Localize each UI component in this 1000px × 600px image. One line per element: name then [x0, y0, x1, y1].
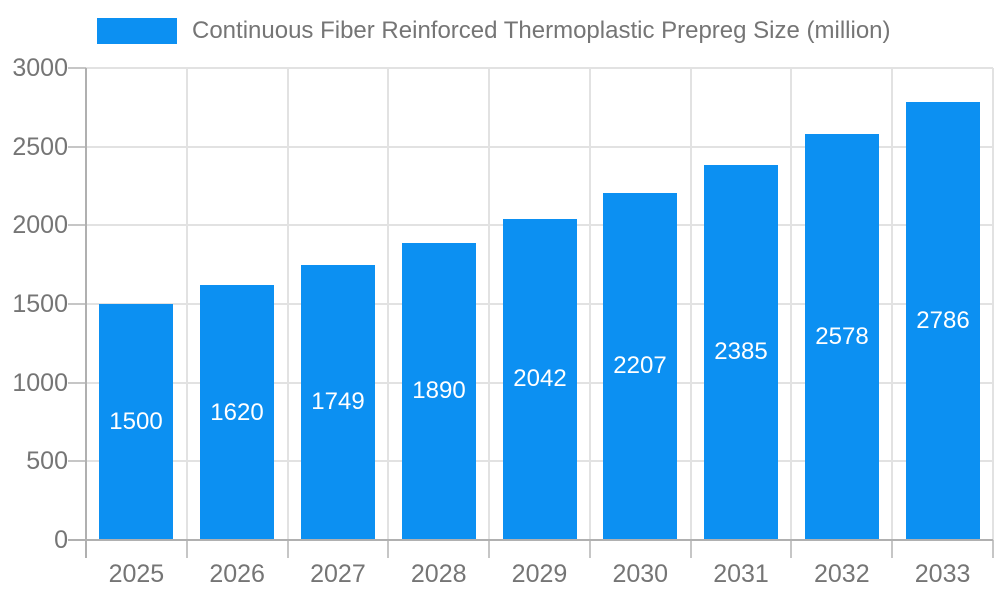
x-axis-tick-label: 2027 — [310, 560, 366, 588]
x-axis-tick-label: 2025 — [108, 560, 165, 588]
bar[interactable]: 2786 — [906, 101, 980, 540]
x-axis-tick — [891, 540, 894, 558]
bar-value-label: 2385 — [714, 338, 768, 366]
x-axis-tick-label: 2030 — [612, 560, 669, 588]
x-axis-tick-label: 2028 — [410, 560, 467, 588]
y-axis-tick — [68, 303, 86, 305]
y-axis-tick-label: 3000 — [12, 54, 68, 82]
gridline-vertical — [488, 68, 491, 540]
y-axis-tick-label: 2500 — [12, 132, 68, 161]
bar-value-label: 2786 — [916, 306, 970, 334]
gridline-vertical — [286, 68, 289, 540]
plot-area: 0 500 1000 1500 2000 2500 3000 2025 2026 2027 2028… — [12, 54, 994, 588]
y-axis-tick-label: 1000 — [12, 368, 68, 397]
y-axis-tick-label: 500 — [26, 447, 68, 476]
y-axis-line — [85, 68, 87, 558]
bar[interactable]: 2385 — [704, 164, 778, 540]
bar-value-label: 1749 — [311, 388, 365, 416]
gridline-vertical — [992, 68, 994, 540]
bar[interactable]: 2207 — [603, 192, 677, 540]
x-axis-tick — [286, 540, 289, 558]
y-axis-tick — [68, 224, 86, 227]
gridline-vertical — [790, 68, 793, 540]
bar[interactable]: 2042 — [503, 218, 577, 540]
y-axis-tick — [68, 145, 86, 148]
x-axis-tick-label: 2029 — [511, 560, 568, 588]
legend[interactable]: Continuous Fiber Reinforced Thermoplasti… — [97, 17, 891, 44]
bar-value-label: 2207 — [613, 352, 667, 380]
legend-label: Continuous Fiber Reinforced Thermoplasti… — [192, 17, 891, 44]
bar[interactable]: 1620 — [200, 285, 274, 540]
x-axis-tick-label: 2033 — [914, 560, 971, 588]
gridline-horizontal — [86, 145, 993, 148]
gridline-vertical — [185, 68, 188, 540]
x-axis-tick — [790, 540, 793, 558]
bar[interactable]: 1749 — [301, 264, 375, 540]
bar-value-label: 1890 — [412, 377, 466, 405]
x-axis-line — [68, 539, 993, 541]
gridline-vertical — [588, 68, 591, 540]
bar[interactable]: 1500 — [99, 304, 173, 540]
gridline-horizontal — [86, 67, 993, 69]
y-axis-tick-label: 1500 — [12, 290, 68, 318]
x-axis-tick — [488, 540, 491, 558]
legend-swatch — [97, 18, 177, 44]
x-axis-tick — [387, 540, 390, 558]
x-axis-tick-label: 2032 — [814, 560, 870, 588]
bar-value-label: 1620 — [210, 398, 264, 426]
x-axis-tick — [689, 540, 692, 558]
bar-value-label: 2042 — [513, 365, 567, 393]
y-axis-tick — [68, 381, 86, 384]
x-axis-tick-label: 2026 — [209, 560, 265, 588]
bar[interactable]: 2578 — [805, 134, 879, 540]
y-axis-tick — [68, 67, 86, 69]
gridline-vertical — [689, 68, 692, 540]
x-axis-tick-label: 2031 — [713, 560, 769, 588]
x-axis-tick — [185, 540, 188, 558]
bar-value-label: 1500 — [109, 408, 163, 435]
x-axis-tick — [588, 540, 591, 558]
bar[interactable]: 1890 — [402, 242, 476, 540]
x-axis-tick — [992, 540, 994, 558]
y-axis-tick-label: 2000 — [12, 211, 68, 240]
bar-value-label: 2578 — [815, 323, 869, 351]
gridline-vertical — [891, 68, 894, 540]
y-axis-tick-label: 0 — [54, 526, 68, 554]
y-axis-tick — [68, 460, 86, 463]
gridline-vertical — [387, 68, 390, 540]
